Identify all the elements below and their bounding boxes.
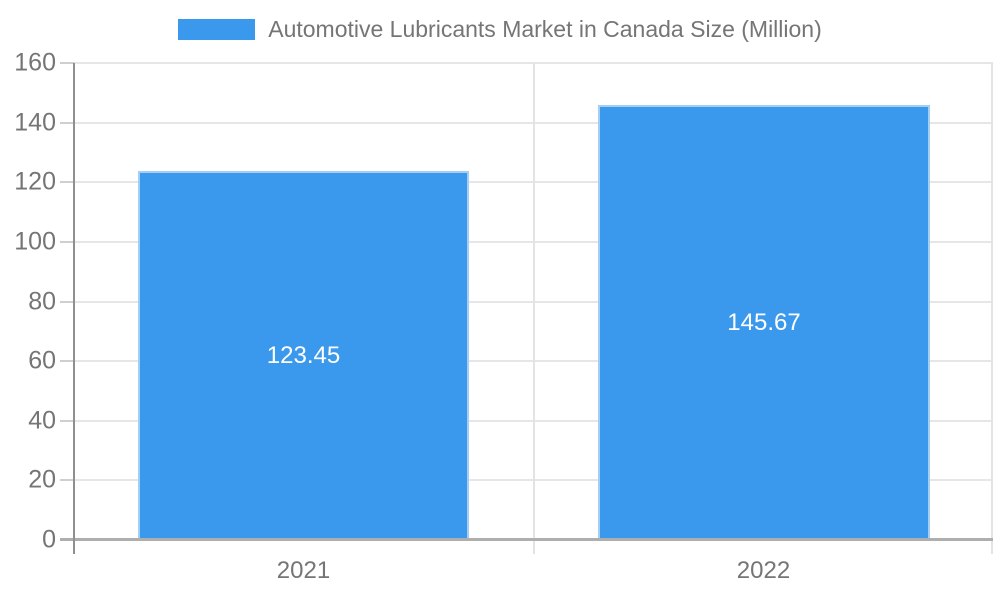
- bar-value-label: 145.67: [727, 308, 801, 336]
- y-tick-label: 80: [28, 287, 56, 315]
- y-tick-mark: [60, 181, 74, 184]
- y-tick-mark: [60, 121, 74, 124]
- plot-right-border-line: [991, 63, 993, 554]
- y-tick-label: 0: [42, 525, 56, 554]
- y-tick-mark: [60, 419, 74, 422]
- y-tick-label: 40: [28, 406, 56, 435]
- y-axis-line: [73, 63, 75, 554]
- legend[interactable]: Automotive Lubricants Market in Canada S…: [0, 16, 1000, 42]
- y-tick-mark: [60, 479, 74, 482]
- y-tick-label: 120: [14, 167, 56, 196]
- y-tick-label: 20: [28, 465, 56, 494]
- y-tick-mark: [60, 360, 74, 363]
- x-tick-label-2022: 2022: [736, 557, 791, 584]
- y-tick-label: 100: [14, 227, 56, 256]
- bar-value-label: 123.45: [266, 341, 341, 369]
- y-tick-mark: [60, 240, 74, 243]
- legend-label: Automotive Lubricants Market in Canada S…: [268, 15, 822, 42]
- x-tick-label-2021: 2021: [276, 557, 331, 584]
- plot-area: 123.45 145.67: [60, 62, 993, 554]
- bar-2021[interactable]: 123.45: [138, 170, 469, 539]
- legend-swatch: [178, 18, 256, 40]
- y-tick-label: 140: [14, 108, 56, 137]
- bar-2022[interactable]: 145.67: [598, 104, 930, 539]
- y-tick-label: 160: [14, 48, 56, 77]
- y-tick-mark: [60, 62, 74, 64]
- x-axis-labels: 2021 2022: [74, 557, 993, 587]
- y-tick-mark: [60, 300, 74, 303]
- x-axis-line: [60, 538, 993, 541]
- y-axis-labels: 160 140 120 100 80 60 40 20 0: [0, 50, 58, 552]
- category-divider-line: [532, 63, 535, 554]
- y-tick-label: 60: [28, 346, 56, 375]
